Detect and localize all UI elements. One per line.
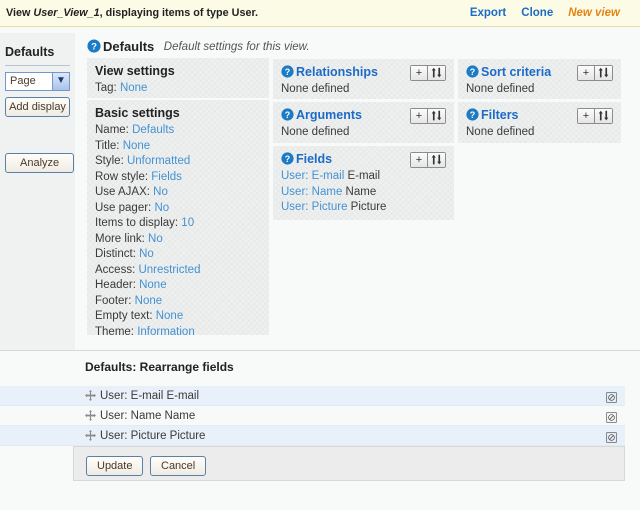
svg-text:?: ? (285, 67, 290, 77)
svg-text:?: ? (470, 67, 475, 77)
svg-text:?: ? (285, 154, 290, 164)
svg-text:?: ? (285, 110, 290, 120)
svg-text:?: ? (91, 41, 97, 52)
svg-text:?: ? (470, 110, 475, 120)
